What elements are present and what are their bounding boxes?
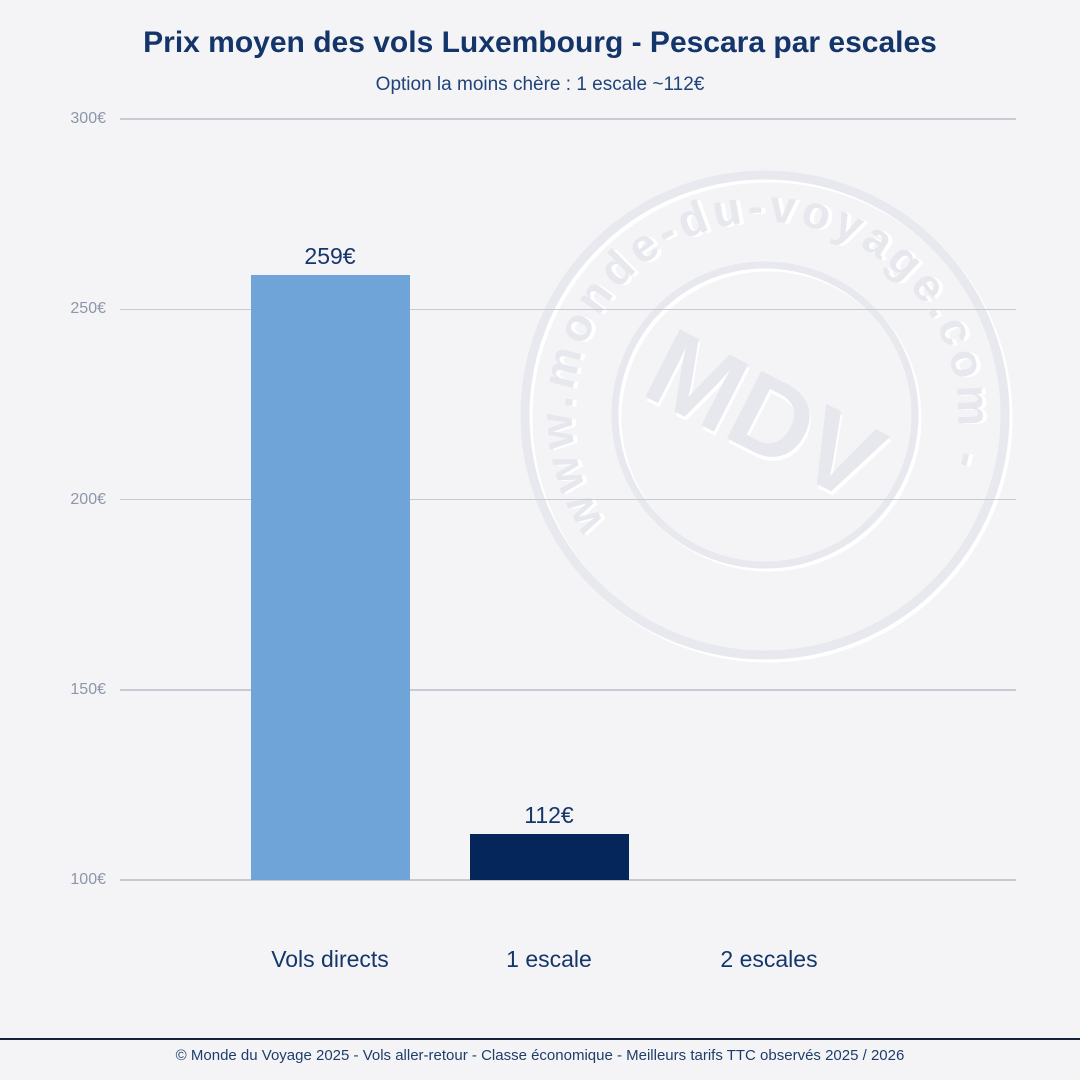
gridline-250 xyxy=(120,308,1016,310)
gridline-100 xyxy=(120,879,1016,881)
x-axis-category-label-1-escale: 1 escale xyxy=(506,946,592,972)
x-axis-category-label-2-escales: 2 escales xyxy=(720,946,818,972)
bar-value-label-vols-directs: 259€ xyxy=(304,243,356,269)
gridline-150 xyxy=(120,689,1016,691)
y-axis-tick-label-200: 200€ xyxy=(70,490,106,508)
y-axis-tick-label-100: 100€ xyxy=(70,871,106,888)
x-axis-category-label-vols-directs: Vols directs xyxy=(271,946,389,972)
watermark-inner-ring xyxy=(611,261,919,569)
bar-value-label-1-escale: 112€ xyxy=(524,802,574,829)
y-axis-tick-label-300: 300€ xyxy=(70,110,106,127)
watermark-outer-ring xyxy=(520,170,1010,660)
footer-divider xyxy=(0,1038,1080,1040)
bar-vols-directs xyxy=(250,275,410,880)
gridline-300 xyxy=(120,118,1016,120)
y-axis-tick-label-150: 150€ xyxy=(70,680,106,698)
y-axis-tick-label-250: 250€ xyxy=(70,300,106,318)
watermark-stamp: www.monde-du-voyage.com - www.monde-du-v… xyxy=(505,155,1025,675)
page-subtitle: Option la moins chère : 1 escale ~112€ xyxy=(375,74,705,95)
bar-1-escale xyxy=(469,834,629,880)
footer-text: © Monde du Voyage 2025 - Vols aller-reto… xyxy=(175,1047,905,1064)
page-title: Prix moyen des vols Luxembourg - Pescara… xyxy=(143,26,937,59)
gridline-200 xyxy=(120,498,1016,501)
